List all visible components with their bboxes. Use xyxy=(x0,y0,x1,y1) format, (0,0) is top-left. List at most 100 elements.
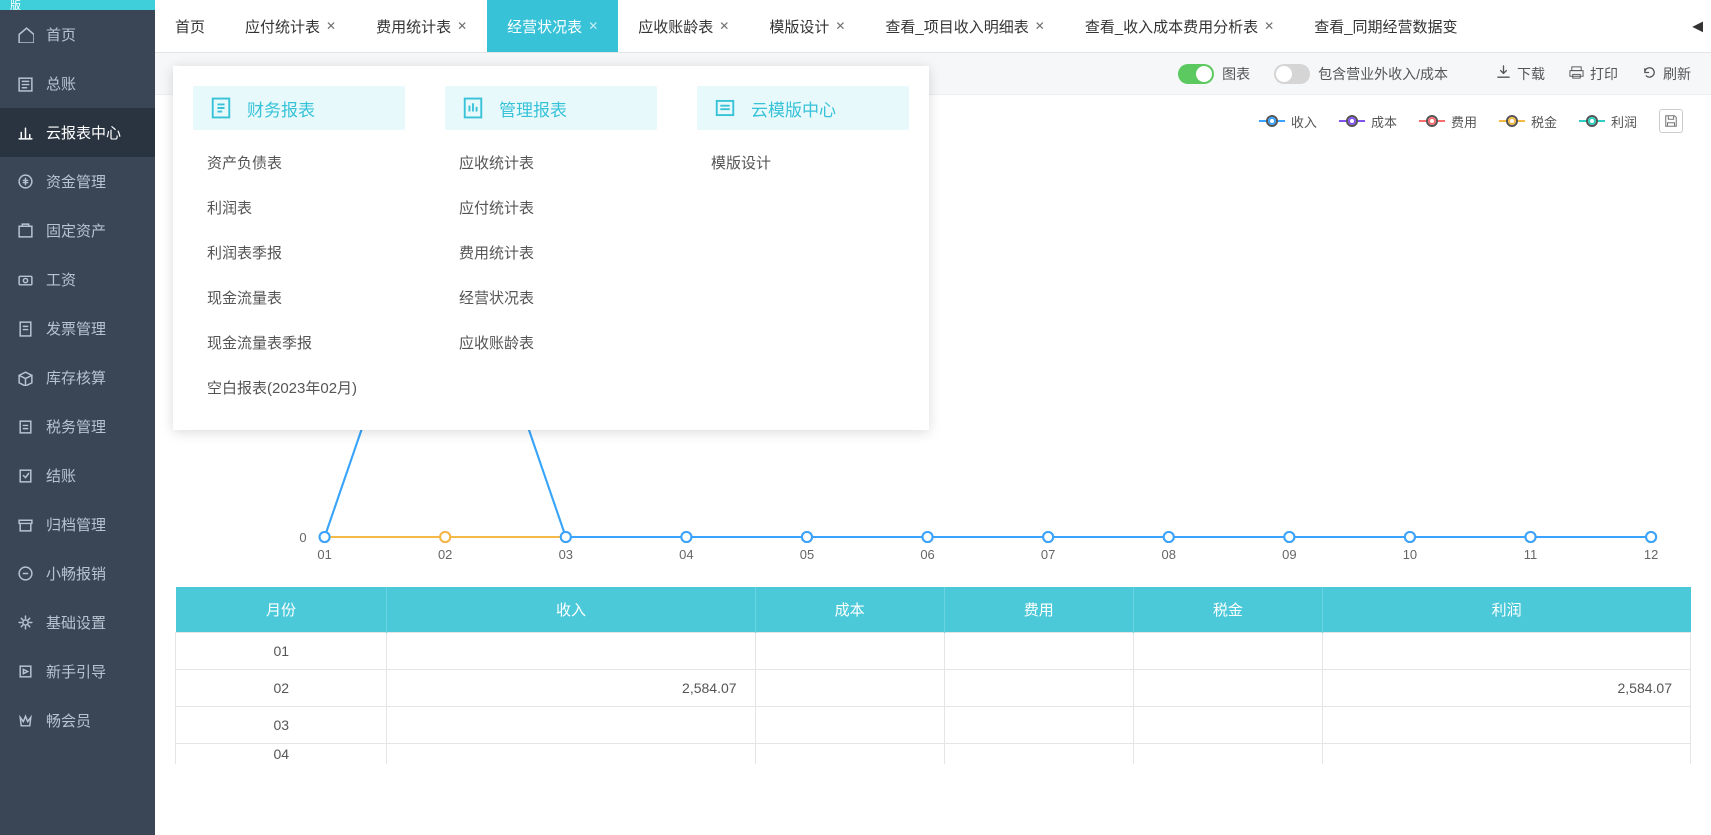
mega-header-title: 云模版中心 xyxy=(751,96,836,121)
close-icon[interactable]: ✕ xyxy=(326,19,336,33)
value-cell xyxy=(387,633,755,670)
sidebar-item-stock[interactable]: 库存核算 xyxy=(0,353,155,402)
tab-3[interactable]: 经营状况表✕ xyxy=(487,0,618,52)
mega-item[interactable]: 现金流量表季报 xyxy=(193,320,405,365)
legend-item-3[interactable]: 税金 xyxy=(1499,112,1557,131)
table-header-2: 成本 xyxy=(755,587,944,633)
tab-label: 应付统计表 xyxy=(245,16,320,37)
sidebar-item-label: 资金管理 xyxy=(46,171,106,192)
mega-item[interactable]: 资产负债表 xyxy=(193,140,405,185)
value-cell xyxy=(1322,744,1690,765)
svg-text:11: 11 xyxy=(1524,547,1537,562)
tab-1[interactable]: 应付统计表 ✕ xyxy=(225,0,356,52)
value-cell xyxy=(944,633,1133,670)
mega-header: 财务报表 xyxy=(193,86,405,130)
sidebar-item-salary[interactable]: 工资 xyxy=(0,255,155,304)
mega-item[interactable]: 利润表季报 xyxy=(193,230,405,275)
close-icon[interactable]: ✕ xyxy=(457,19,467,33)
close-icon[interactable]: ✕ xyxy=(719,19,729,33)
sidebar-item-guide[interactable]: 新手引导 xyxy=(0,647,155,696)
close-icon[interactable]: ✕ xyxy=(1035,19,1045,33)
chart-toggle[interactable] xyxy=(1178,64,1214,84)
tab-8[interactable]: 查看_同期经营数据变 xyxy=(1294,0,1477,52)
refresh-button[interactable]: 刷新 xyxy=(1642,64,1691,84)
tab-4[interactable]: 应收账龄表✕ xyxy=(618,0,749,52)
tab-0[interactable]: 首页 xyxy=(155,0,225,52)
sidebar-item-label: 畅会员 xyxy=(46,710,91,731)
sidebar-item-label: 首页 xyxy=(46,24,76,45)
sidebar-item-ledger[interactable]: 总账 xyxy=(0,59,155,108)
tab-label: 查看_同期经营数据变 xyxy=(1314,16,1457,37)
sidebar-item-vip[interactable]: 畅会员 xyxy=(0,696,155,745)
asset-icon xyxy=(16,222,34,240)
legend-label: 税金 xyxy=(1531,112,1557,131)
value-cell xyxy=(755,633,944,670)
mgmt-report-icon xyxy=(459,94,487,122)
value-cell xyxy=(944,744,1133,765)
mega-item[interactable]: 现金流量表 xyxy=(193,275,405,320)
sidebar-item-asset[interactable]: 固定资产 xyxy=(0,206,155,255)
sidebar-item-close-books[interactable]: 结账 xyxy=(0,451,155,500)
sidebar-item-label: 工资 xyxy=(46,269,76,290)
mega-item[interactable]: 空白报表(2023年02月) xyxy=(193,365,405,410)
tab-nav-prev-icon[interactable]: ◀ xyxy=(1692,18,1703,35)
download-label: 下载 xyxy=(1517,64,1545,84)
legend-item-2[interactable]: 费用 xyxy=(1419,112,1477,131)
mega-item[interactable]: 应收账龄表 xyxy=(445,320,657,365)
fin-report-icon xyxy=(207,94,235,122)
tab-2[interactable]: 费用统计表✕ xyxy=(356,0,487,52)
sidebar-item-label: 基础设置 xyxy=(46,612,106,633)
settings-icon xyxy=(16,614,34,632)
mega-item[interactable]: 应付统计表 xyxy=(445,185,657,230)
include-external-label: 包含营业外收入/成本 xyxy=(1318,64,1448,84)
mega-item[interactable]: 利润表 xyxy=(193,185,405,230)
close-icon[interactable]: ✕ xyxy=(588,19,598,33)
sidebar-item-expense[interactable]: 小畅报销 xyxy=(0,549,155,598)
sidebar-item-tax[interactable]: 税务管理 xyxy=(0,402,155,451)
table-row: 03 xyxy=(176,707,1691,744)
tab-7[interactable]: 查看_收入成本费用分析表✕ xyxy=(1065,0,1294,52)
tax-icon xyxy=(16,418,34,436)
sidebar-item-home[interactable]: 首页 xyxy=(0,10,155,59)
sidebar-item-label: 固定资产 xyxy=(46,220,106,241)
download-button[interactable]: 下载 xyxy=(1496,64,1545,84)
report-mega-menu: 财务报表 资产负债表利润表利润表季报现金流量表现金流量表季报空白报表(2023年… xyxy=(173,66,929,430)
close-icon[interactable]: ✕ xyxy=(835,19,845,33)
chart-save-icon[interactable] xyxy=(1659,109,1683,133)
mega-item[interactable]: 应收统计表 xyxy=(445,140,657,185)
mega-column-0: 财务报表 资产负债表利润表利润表季报现金流量表现金流量表季报空白报表(2023年… xyxy=(173,86,425,410)
table-row: 022,584.072,584.07 xyxy=(176,670,1691,707)
sidebar-item-label: 结账 xyxy=(46,465,76,486)
sidebar-item-invoice[interactable]: 发票管理 xyxy=(0,304,155,353)
mega-header: 云模版中心 xyxy=(697,86,909,130)
include-external-toggle[interactable] xyxy=(1274,64,1310,84)
print-icon xyxy=(1569,65,1584,83)
sidebar-item-label: 云报表中心 xyxy=(46,122,121,143)
table-row: 01 xyxy=(176,633,1691,670)
mega-header-title: 管理报表 xyxy=(499,96,567,121)
tab-6[interactable]: 查看_项目收入明细表✕ xyxy=(865,0,1064,52)
svg-text:09: 09 xyxy=(1282,547,1296,562)
mega-item[interactable]: 经营状况表 xyxy=(445,275,657,320)
mega-column-2: 云模版中心 模版设计 xyxy=(677,86,929,410)
sidebar-item-settings[interactable]: 基础设置 xyxy=(0,598,155,647)
legend-item-0[interactable]: 收入 xyxy=(1259,112,1317,131)
table-header-3: 费用 xyxy=(944,587,1133,633)
mega-item[interactable]: 费用统计表 xyxy=(445,230,657,275)
svg-text:05: 05 xyxy=(800,547,814,562)
download-icon xyxy=(1496,65,1511,83)
mega-item[interactable]: 模版设计 xyxy=(697,140,909,185)
print-button[interactable]: 打印 xyxy=(1569,64,1618,84)
table-row: 04 xyxy=(176,744,1691,765)
sidebar-item-chart[interactable]: 云报表中心 xyxy=(0,108,155,157)
close-icon[interactable]: ✕ xyxy=(1264,19,1274,33)
chart-toggle-label: 图表 xyxy=(1222,64,1250,84)
legend-item-4[interactable]: 利润 xyxy=(1579,112,1637,131)
legend-item-1[interactable]: 成本 xyxy=(1339,112,1397,131)
sidebar-item-archive[interactable]: 归档管理 xyxy=(0,500,155,549)
stock-icon xyxy=(16,369,34,387)
tab-5[interactable]: 模版设计✕ xyxy=(749,0,865,52)
sidebar-item-label: 新手引导 xyxy=(46,661,106,682)
sidebar-item-money[interactable]: 资金管理 xyxy=(0,157,155,206)
table-header-4: 税金 xyxy=(1133,587,1322,633)
